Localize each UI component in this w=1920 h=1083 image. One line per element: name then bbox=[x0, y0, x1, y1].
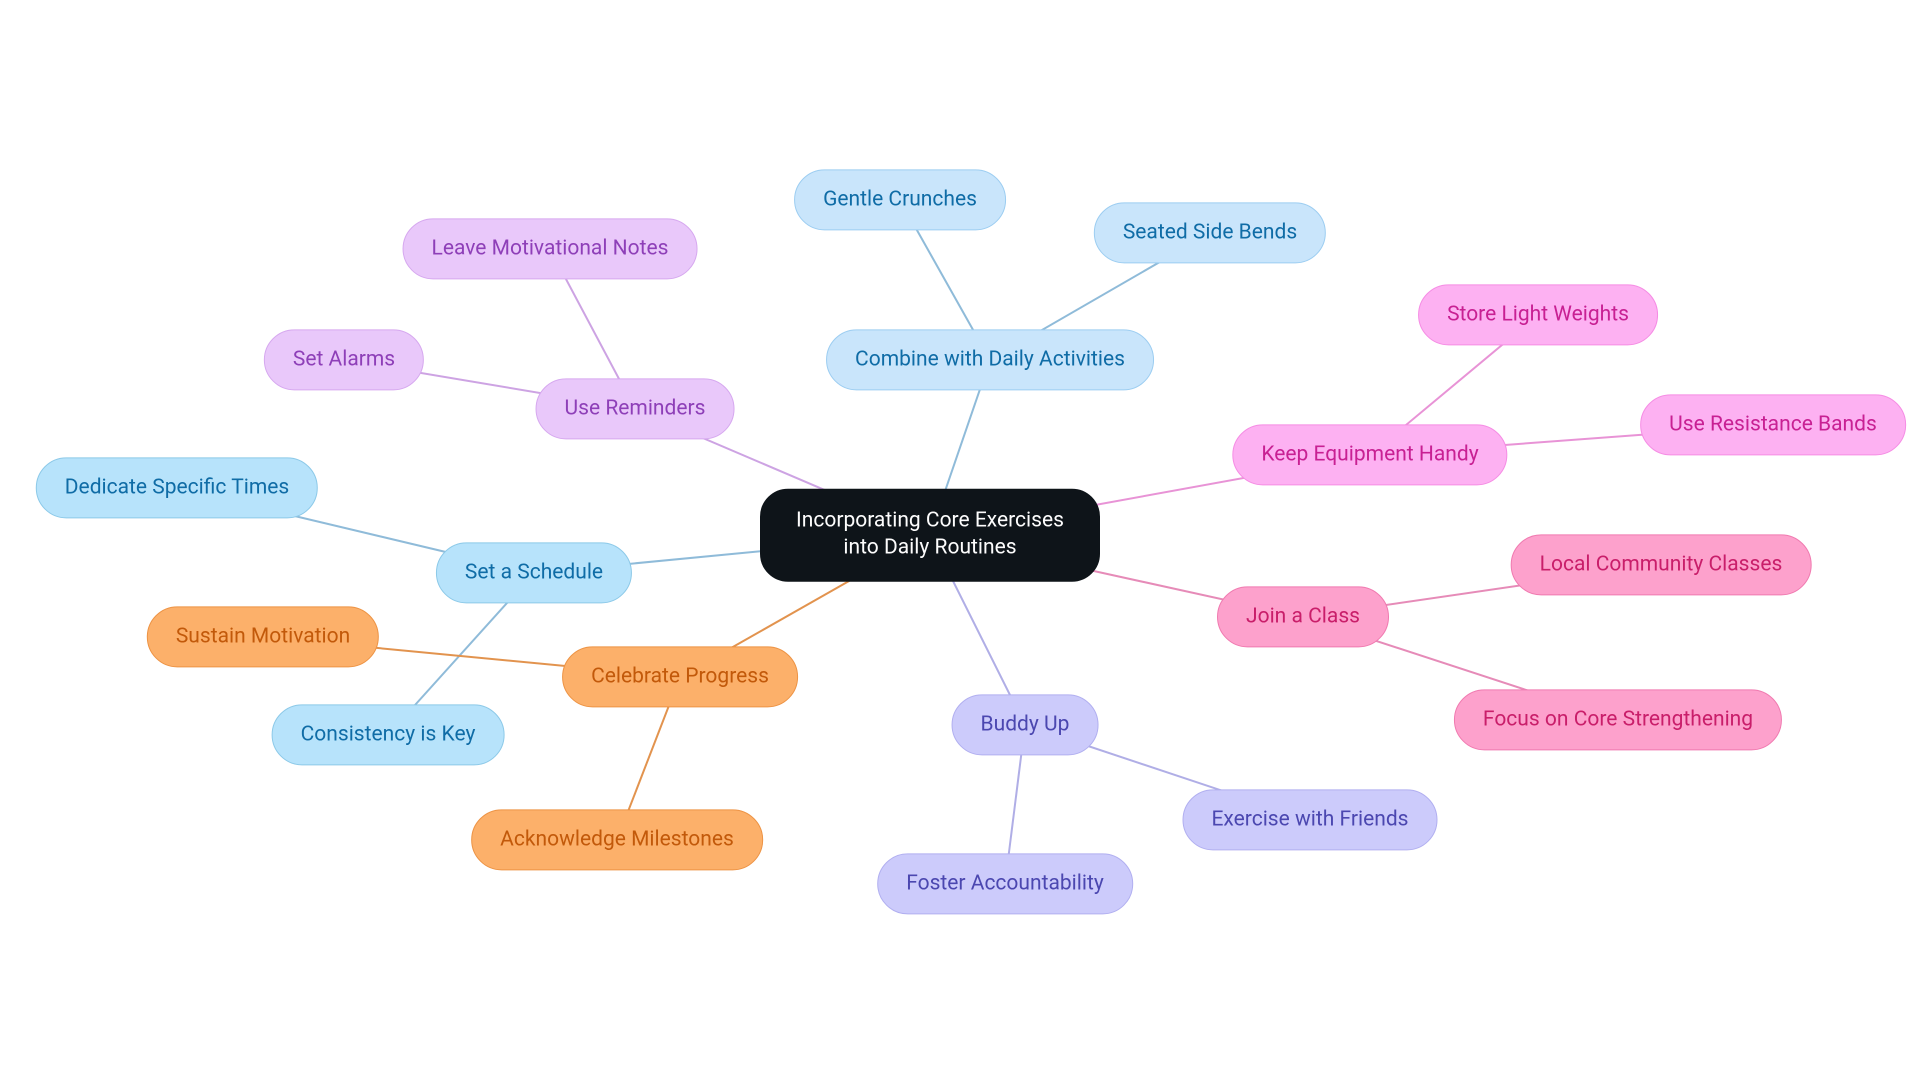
node-consistency: Consistency is Key bbox=[272, 704, 505, 765]
node-seated-side-bends: Seated Side Bends bbox=[1094, 202, 1326, 263]
node-motivational-notes: Leave Motivational Notes bbox=[403, 218, 698, 279]
node-accountability: Foster Accountability bbox=[877, 853, 1133, 914]
node-class: Join a Class bbox=[1217, 586, 1389, 647]
node-combine: Combine with Daily Activities bbox=[826, 329, 1154, 390]
node-sustain-motivation: Sustain Motivation bbox=[147, 606, 379, 667]
node-schedule: Set a Schedule bbox=[436, 542, 632, 603]
node-friends: Exercise with Friends bbox=[1183, 789, 1438, 850]
node-bands: Use Resistance Bands bbox=[1640, 394, 1906, 455]
node-weights: Store Light Weights bbox=[1418, 284, 1658, 345]
node-gentle-crunches: Gentle Crunches bbox=[794, 169, 1006, 230]
node-celebrate: Celebrate Progress bbox=[562, 646, 798, 707]
node-root: Incorporating Core Exercises into Daily … bbox=[760, 489, 1100, 582]
node-dedicate-times: Dedicate Specific Times bbox=[36, 457, 318, 518]
node-set-alarms: Set Alarms bbox=[264, 329, 424, 390]
node-local-classes: Local Community Classes bbox=[1511, 534, 1812, 595]
node-core-focus: Focus on Core Strengthening bbox=[1454, 689, 1782, 750]
node-reminders: Use Reminders bbox=[536, 378, 735, 439]
node-buddy: Buddy Up bbox=[952, 694, 1099, 755]
node-equipment: Keep Equipment Handy bbox=[1232, 424, 1507, 485]
node-milestones: Acknowledge Milestones bbox=[471, 809, 763, 870]
